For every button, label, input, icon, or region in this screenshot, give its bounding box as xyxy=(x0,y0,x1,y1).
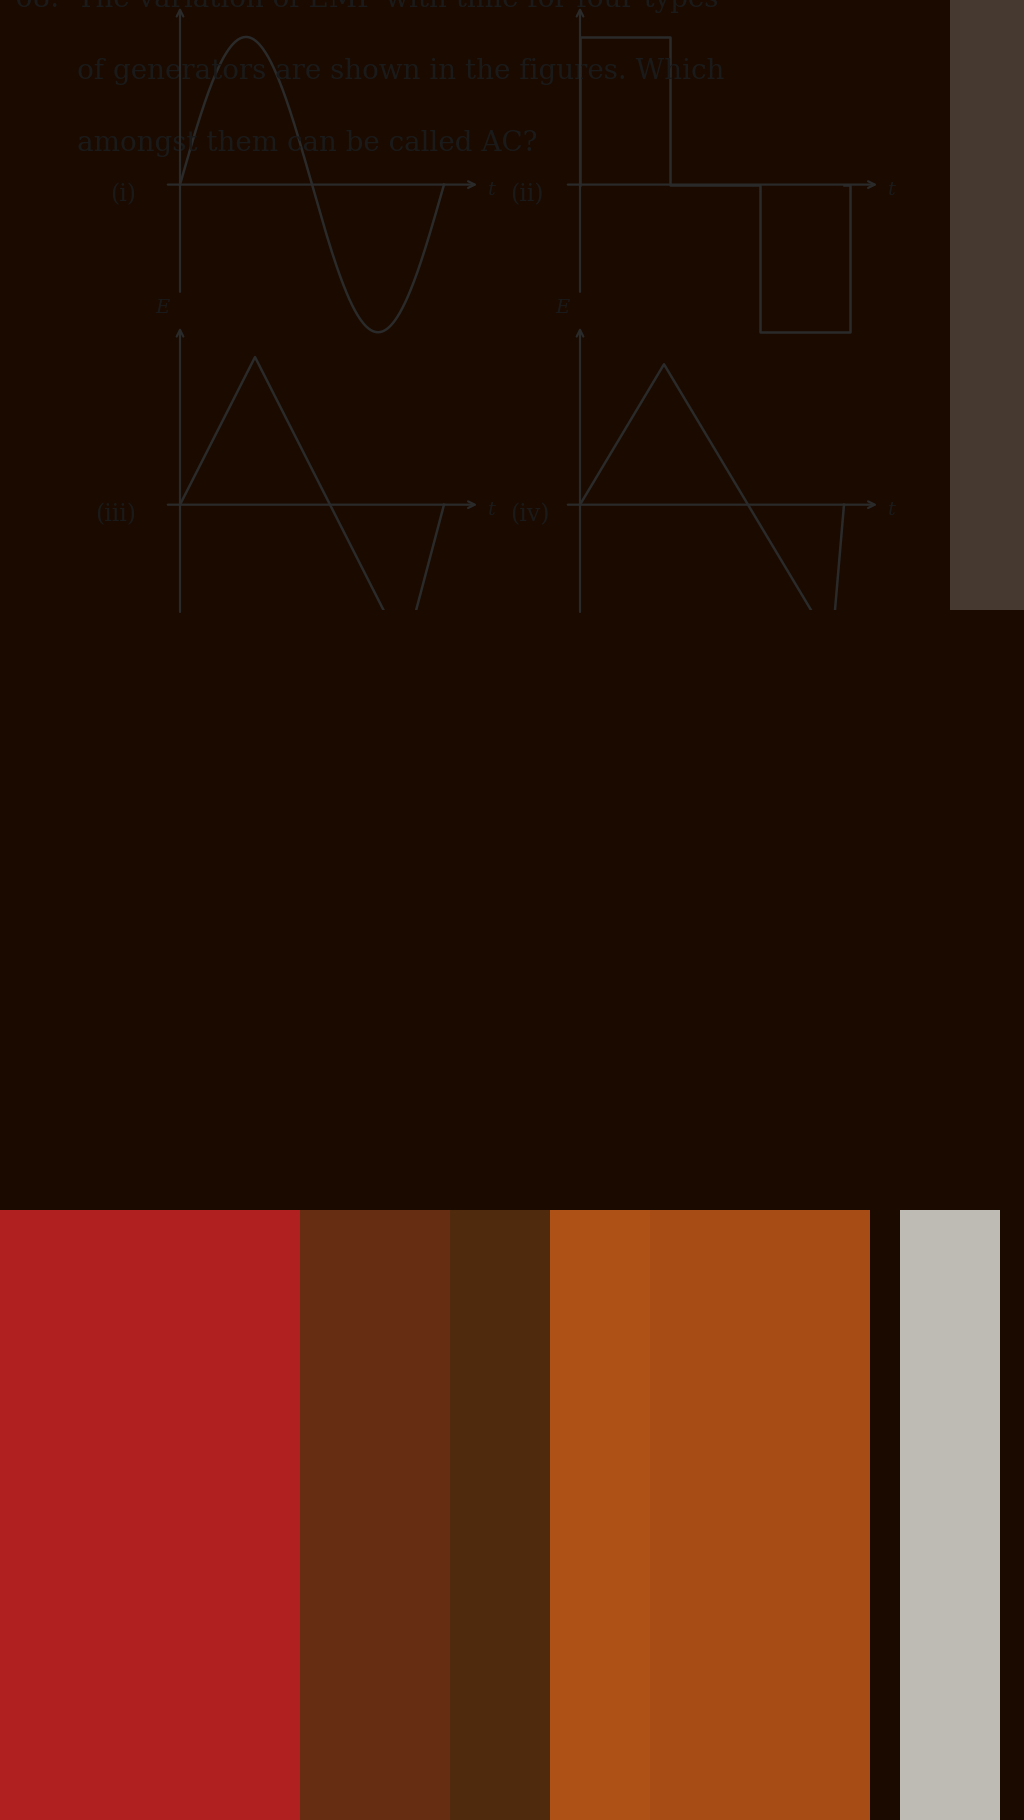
Text: (ii): (ii) xyxy=(510,184,544,206)
Bar xyxy=(550,1210,870,1820)
Bar xyxy=(950,0,1024,610)
Text: (i): (i) xyxy=(110,184,136,206)
Text: amongst them can be called AC?: amongst them can be called AC? xyxy=(15,129,538,157)
Text: of generators are shown in the figures. Which: of generators are shown in the figures. … xyxy=(15,58,724,84)
Text: t: t xyxy=(488,180,496,198)
Text: t: t xyxy=(888,501,896,519)
Bar xyxy=(300,1210,650,1820)
Bar xyxy=(0,1210,450,1820)
Text: E: E xyxy=(155,298,169,317)
Text: (iv): (iv) xyxy=(510,502,550,526)
Bar xyxy=(900,1210,1000,1820)
Text: E: E xyxy=(555,298,569,317)
Text: 68.  The variation of EMF with time for four types: 68. The variation of EMF with time for f… xyxy=(15,0,719,13)
Text: t: t xyxy=(488,501,496,519)
Text: t: t xyxy=(888,180,896,198)
Text: (iii): (iii) xyxy=(95,502,136,526)
